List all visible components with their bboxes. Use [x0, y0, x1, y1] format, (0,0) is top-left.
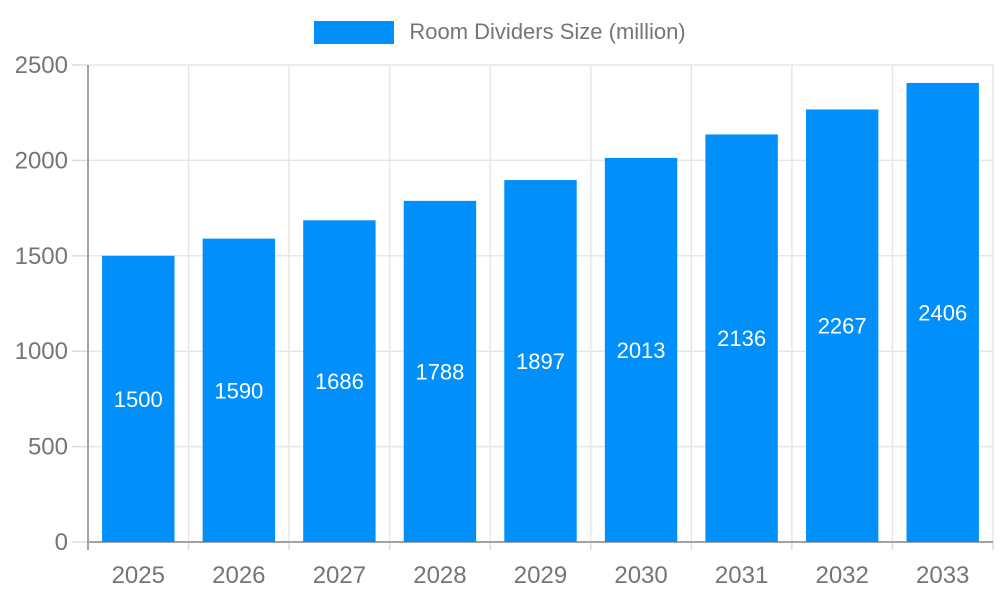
bar-value-label: 1686	[315, 369, 364, 394]
bar-2032[interactable]	[805, 109, 879, 543]
x-tick-label: 2027	[313, 562, 366, 589]
bar-2026[interactable]	[202, 238, 276, 543]
y-tick-label: 0	[55, 529, 68, 556]
x-tick-label: 2033	[916, 562, 969, 589]
y-tick-label: 1500	[15, 243, 68, 270]
y-tick-label: 500	[28, 434, 68, 461]
bar-2030[interactable]	[604, 157, 678, 542]
x-tick-label: 2028	[413, 562, 466, 589]
bar-2033[interactable]	[906, 82, 979, 542]
bar-value-label: 2267	[818, 314, 867, 339]
y-tick-label: 2000	[15, 147, 68, 174]
legend-swatch	[314, 20, 395, 44]
y-tick-label: 1000	[15, 338, 68, 365]
y-tick-label: 2500	[15, 52, 68, 79]
bar-value-label: 2136	[717, 326, 766, 351]
bar-value-label: 2013	[617, 338, 666, 363]
bar-2029[interactable]	[504, 180, 577, 542]
bar-value-label: 1500	[114, 387, 163, 412]
x-tick-label: 2029	[514, 562, 567, 589]
x-tick-label: 2032	[815, 562, 868, 589]
legend-label: Room Dividers Size (million)	[409, 19, 686, 44]
bar-2028[interactable]	[403, 200, 477, 542]
legend[interactable]: Room Dividers Size (million)	[0, 17, 1000, 47]
bar-value-label: 1788	[415, 359, 464, 384]
bar-2027[interactable]	[303, 220, 376, 542]
x-tick-label: 2026	[212, 562, 265, 589]
x-tick-label: 2030	[614, 562, 667, 589]
bar-2025[interactable]	[102, 255, 175, 543]
x-tick-label: 2025	[112, 562, 165, 589]
bar-value-label: 1897	[516, 349, 565, 374]
bar-value-label: 2406	[918, 300, 967, 325]
bar-2031[interactable]	[705, 134, 778, 542]
x-tick-label: 2031	[715, 562, 768, 589]
bar-value-label: 1590	[214, 378, 263, 403]
